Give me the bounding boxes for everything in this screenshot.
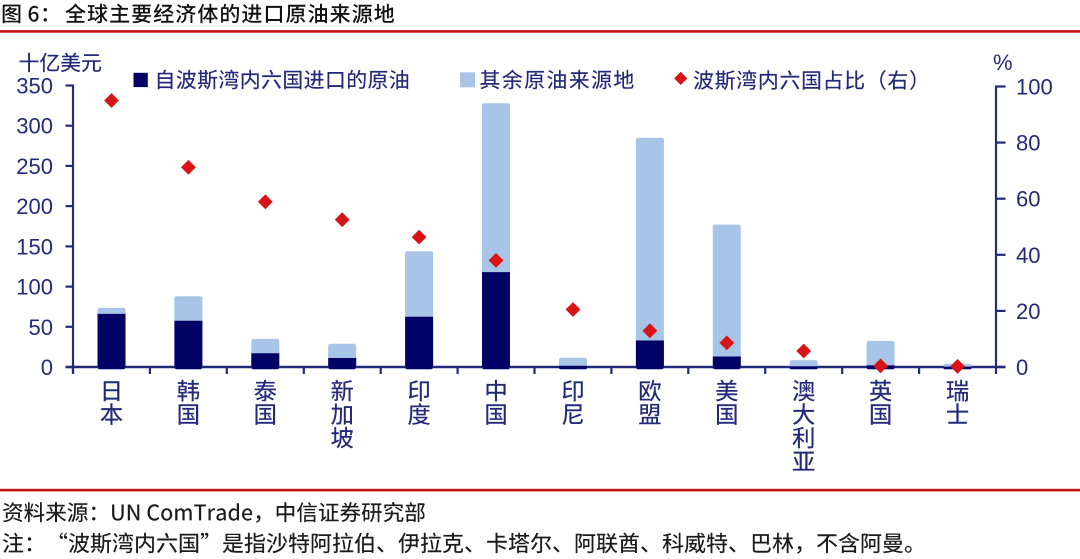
svg-text:150: 150: [16, 234, 53, 259]
svg-text:250: 250: [16, 154, 53, 179]
svg-text:%: %: [993, 50, 1013, 75]
svg-text:200: 200: [16, 194, 53, 219]
svg-text:40: 40: [1016, 243, 1040, 268]
svg-text:300: 300: [16, 114, 53, 139]
svg-text:80: 80: [1016, 131, 1040, 156]
svg-text:100: 100: [1016, 75, 1053, 100]
svg-text:100: 100: [16, 275, 53, 300]
svg-text:60: 60: [1016, 187, 1040, 212]
svg-text:0: 0: [41, 355, 53, 380]
svg-text:20: 20: [1016, 299, 1040, 324]
svg-text:0: 0: [1016, 355, 1028, 380]
svg-text:350: 350: [16, 74, 53, 99]
svg-text:50: 50: [29, 315, 53, 340]
